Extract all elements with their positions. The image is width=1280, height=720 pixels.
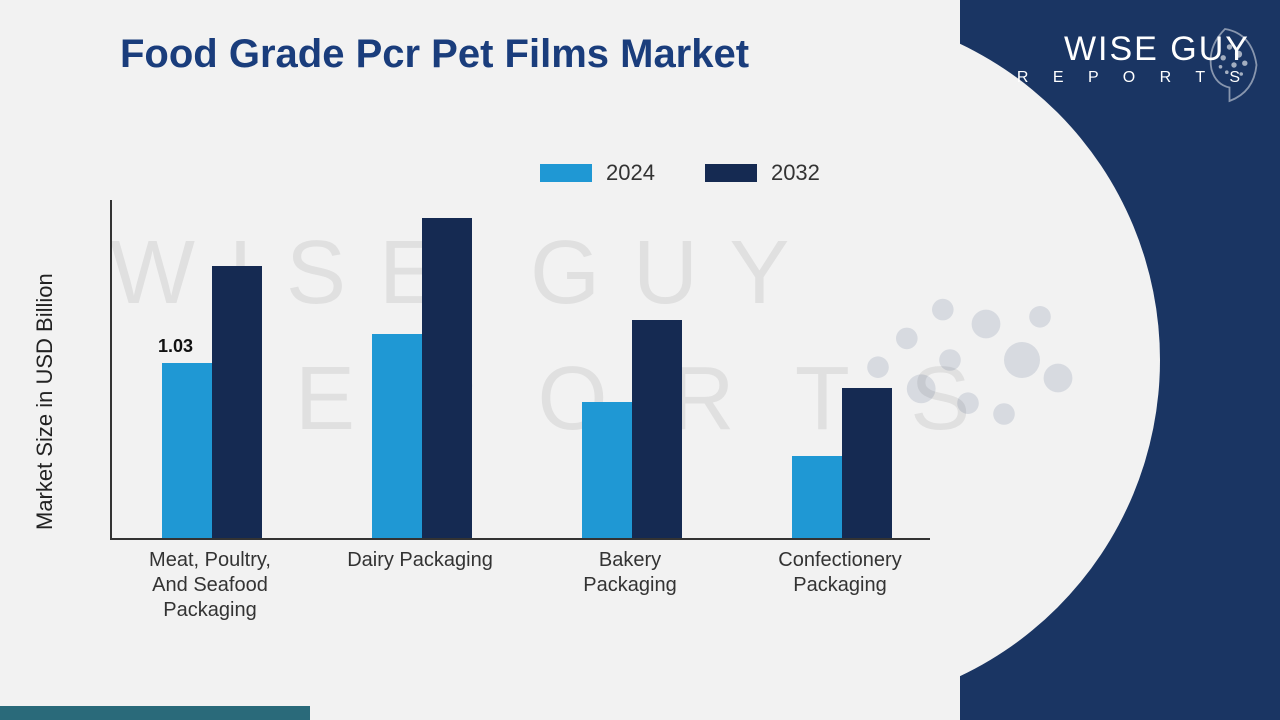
legend-swatch-2024: [540, 164, 592, 182]
chart-title: Food Grade Pcr Pet Films Market: [120, 32, 749, 77]
y-axis-label: Market Size in USD Billion: [32, 273, 58, 530]
x-label: Dairy Packaging: [340, 548, 500, 573]
legend-item-2032: 2032: [705, 160, 820, 186]
bar-2024: [162, 363, 212, 538]
bar-group: 1.03: [132, 266, 292, 538]
decorative-dots-large: [770, 180, 1130, 540]
bar-group: [552, 320, 712, 538]
bar-value-label: 1.03: [158, 336, 193, 357]
bar-2032: [422, 218, 472, 538]
legend-label-2032: 2032: [771, 160, 820, 186]
bar-group: [342, 218, 502, 538]
legend-swatch-2032: [705, 164, 757, 182]
legend-label-2024: 2024: [606, 160, 655, 186]
bottom-accent-bar: [0, 706, 310, 720]
bar-2032: [632, 320, 682, 538]
legend: 2024 2032: [540, 160, 820, 186]
x-label: Meat, Poultry, And Seafood Packaging: [130, 548, 290, 623]
brand-name: WISE GUY: [1017, 30, 1250, 69]
x-label: Confectionery Packaging: [760, 548, 920, 598]
brand-logo: WISE GUY R E P O R T S: [1017, 30, 1250, 87]
brand-tagline: R E P O R T S: [1017, 69, 1250, 87]
bar-2032: [212, 266, 262, 538]
legend-item-2024: 2024: [540, 160, 655, 186]
bar-2024: [372, 334, 422, 538]
x-label: Bakery Packaging: [550, 548, 710, 598]
bar-2024: [582, 402, 632, 538]
